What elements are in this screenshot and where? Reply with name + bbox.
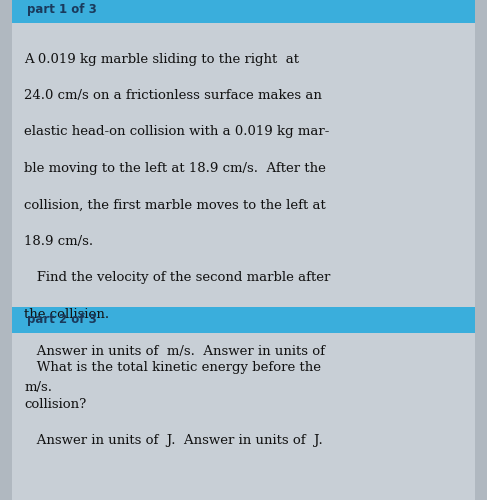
Text: ble moving to the left at 18.9 cm/s.  After the: ble moving to the left at 18.9 cm/s. Aft… bbox=[24, 162, 326, 175]
Text: collision?: collision? bbox=[24, 398, 87, 410]
Text: Answer in units of  m/s.  Answer in units of: Answer in units of m/s. Answer in units … bbox=[24, 344, 325, 358]
Text: 24.0 cm/s on a frictionless surface makes an: 24.0 cm/s on a frictionless surface make… bbox=[24, 89, 322, 102]
Text: A 0.019 kg marble sliding to the right  at: A 0.019 kg marble sliding to the right a… bbox=[24, 52, 300, 66]
Text: m/s.: m/s. bbox=[24, 381, 52, 394]
Text: What is the total kinetic energy before the: What is the total kinetic energy before … bbox=[24, 361, 321, 374]
Text: 18.9 cm/s.: 18.9 cm/s. bbox=[24, 235, 94, 248]
Bar bbox=[12, 0, 475, 22]
Text: the collision.: the collision. bbox=[24, 308, 110, 321]
Bar bbox=[12, 306, 475, 332]
Text: part 1 of 3: part 1 of 3 bbox=[27, 3, 96, 16]
Text: Find the velocity of the second marble after: Find the velocity of the second marble a… bbox=[24, 272, 331, 284]
Text: elastic head-on collision with a 0.019 kg mar-: elastic head-on collision with a 0.019 k… bbox=[24, 126, 330, 138]
Text: part 2 of 3: part 2 of 3 bbox=[27, 313, 96, 326]
Text: collision, the first marble moves to the left at: collision, the first marble moves to the… bbox=[24, 198, 326, 211]
Text: Answer in units of  J.  Answer in units of  J.: Answer in units of J. Answer in units of… bbox=[24, 434, 323, 447]
